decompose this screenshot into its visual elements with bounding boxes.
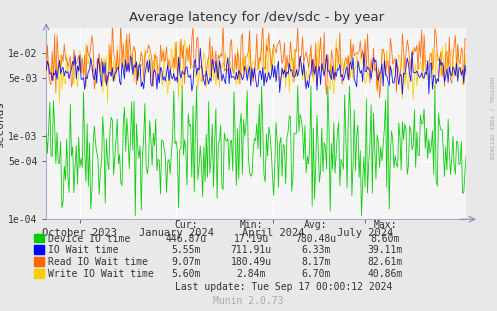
Text: Read IO Wait time: Read IO Wait time	[48, 257, 148, 267]
Text: Max:: Max:	[373, 220, 397, 230]
Title: Average latency for /dev/sdc - by year: Average latency for /dev/sdc - by year	[129, 11, 384, 24]
Text: 40.86m: 40.86m	[368, 269, 403, 279]
Text: 180.49u: 180.49u	[231, 257, 271, 267]
Text: IO Wait time: IO Wait time	[48, 245, 118, 255]
Text: 17.19u: 17.19u	[234, 234, 268, 244]
Text: 5.60m: 5.60m	[171, 269, 201, 279]
Text: 8.60m: 8.60m	[370, 234, 400, 244]
Text: 6.33m: 6.33m	[301, 245, 331, 255]
Text: Last update: Tue Sep 17 00:00:12 2024: Last update: Tue Sep 17 00:00:12 2024	[174, 282, 392, 292]
Text: 39.11m: 39.11m	[368, 245, 403, 255]
Text: 5.55m: 5.55m	[171, 245, 201, 255]
Text: 8.17m: 8.17m	[301, 257, 331, 267]
Text: 82.61m: 82.61m	[368, 257, 403, 267]
Text: Write IO Wait time: Write IO Wait time	[48, 269, 154, 279]
Text: Avg:: Avg:	[304, 220, 328, 230]
Text: Device IO time: Device IO time	[48, 234, 130, 244]
Text: Cur:: Cur:	[174, 220, 198, 230]
Text: 2.84m: 2.84m	[236, 269, 266, 279]
Y-axis label: seconds: seconds	[0, 100, 5, 147]
Text: 6.70m: 6.70m	[301, 269, 331, 279]
Text: Munin 2.0.73: Munin 2.0.73	[213, 296, 284, 306]
Text: 780.48u: 780.48u	[295, 234, 336, 244]
Text: RRDTOOL / TOBI OETIKER: RRDTOOL / TOBI OETIKER	[489, 77, 494, 160]
Text: 9.07m: 9.07m	[171, 257, 201, 267]
Text: 711.91u: 711.91u	[231, 245, 271, 255]
Text: 446.87u: 446.87u	[166, 234, 207, 244]
Text: Min:: Min:	[239, 220, 263, 230]
